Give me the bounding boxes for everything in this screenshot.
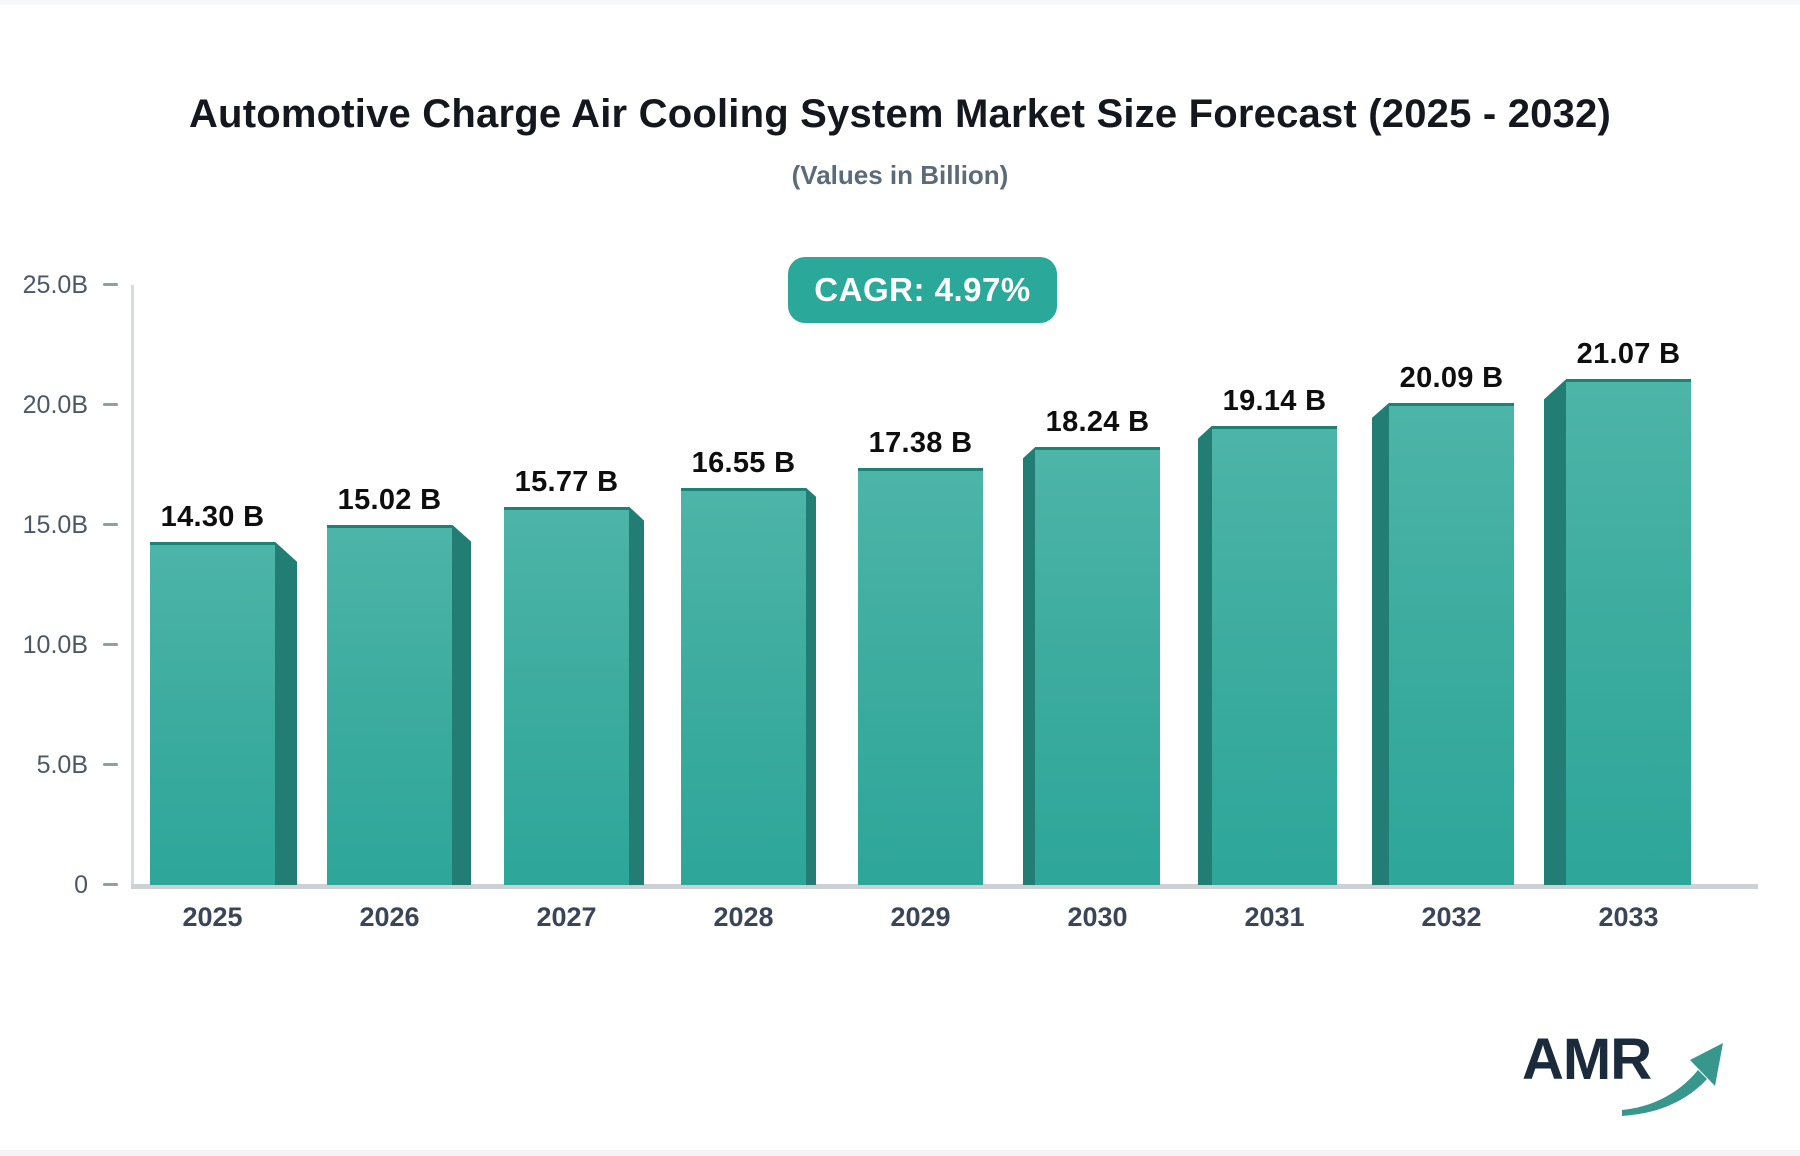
amr-logo-text: AMR	[1522, 1027, 1652, 1092]
x-axis-label: 2031	[1244, 902, 1305, 932]
bar	[681, 487, 806, 885]
bar-3d-side	[806, 487, 816, 885]
y-axis-label: 0	[74, 871, 88, 899]
chart-title: Automotive Charge Air Cooling System Mar…	[188, 92, 1612, 136]
bar-3d-side	[1198, 425, 1212, 885]
y-axis-tick	[103, 883, 118, 886]
y-axis-label: 10.0B	[22, 631, 88, 659]
y-axis-label: 15.0B	[22, 511, 88, 539]
y-axis-tick	[103, 403, 118, 406]
y-axis-tick	[103, 283, 118, 286]
x-axis-label: 2027	[536, 902, 597, 932]
bar-value-label: 17.38 B	[868, 426, 973, 459]
bar-value-label: 15.77 B	[514, 465, 619, 498]
x-axis-label: 2028	[713, 902, 774, 932]
amr-logo: AMR	[1522, 1027, 1772, 1116]
bar-3d-side	[1023, 447, 1035, 885]
y-axis-label: 25.0B	[22, 271, 88, 299]
bar	[504, 506, 629, 885]
y-axis-tick	[103, 523, 118, 526]
bar-value-label: 14.30 B	[160, 500, 265, 533]
bar-value-label: 16.55 B	[691, 446, 796, 479]
y-axis-line	[131, 285, 134, 886]
bar	[1035, 447, 1160, 885]
bar-value-label: 15.02 B	[337, 483, 442, 516]
bar	[858, 467, 983, 885]
bar-value-label: 19.14 B	[1222, 384, 1327, 417]
bar-3d-side	[629, 506, 644, 885]
bar-value-label: 20.09 B	[1399, 361, 1504, 394]
cagr-badge: CAGR: 4.97%	[788, 257, 1057, 323]
bar-3d-side	[1372, 402, 1389, 885]
y-axis-tick	[103, 763, 118, 766]
bar	[327, 524, 452, 885]
bar	[1212, 425, 1337, 885]
x-axis-label: 2032	[1421, 902, 1482, 932]
bar	[1566, 379, 1691, 885]
growth-arrow-icon	[1622, 1043, 1723, 1116]
cagr-badge-label: CAGR: 4.97%	[814, 271, 1031, 308]
x-axis-label: 2033	[1598, 902, 1659, 932]
bar-value-label: 21.07 B	[1576, 338, 1681, 371]
x-axis-line	[131, 884, 1758, 889]
bar-3d-side	[452, 524, 471, 885]
x-axis-label: 2026	[359, 902, 420, 932]
y-axis-label: 5.0B	[36, 751, 88, 779]
x-axis-label: 2030	[1067, 902, 1128, 932]
bar-value-label: 18.24 B	[1045, 406, 1150, 439]
top-border-band	[0, 0, 1800, 5]
x-axis-label: 2025	[182, 902, 243, 932]
chart-subtitle: (Values in Billion)	[791, 160, 1009, 190]
bottom-border-band	[0, 1150, 1800, 1156]
bar	[150, 541, 275, 885]
y-axis-label: 20.0B	[22, 391, 88, 419]
y-axis-tick	[103, 643, 118, 646]
x-axis-label: 2029	[890, 902, 951, 932]
bar-3d-side	[1544, 379, 1566, 885]
bar	[1389, 402, 1514, 885]
bar-3d-side	[275, 541, 297, 885]
